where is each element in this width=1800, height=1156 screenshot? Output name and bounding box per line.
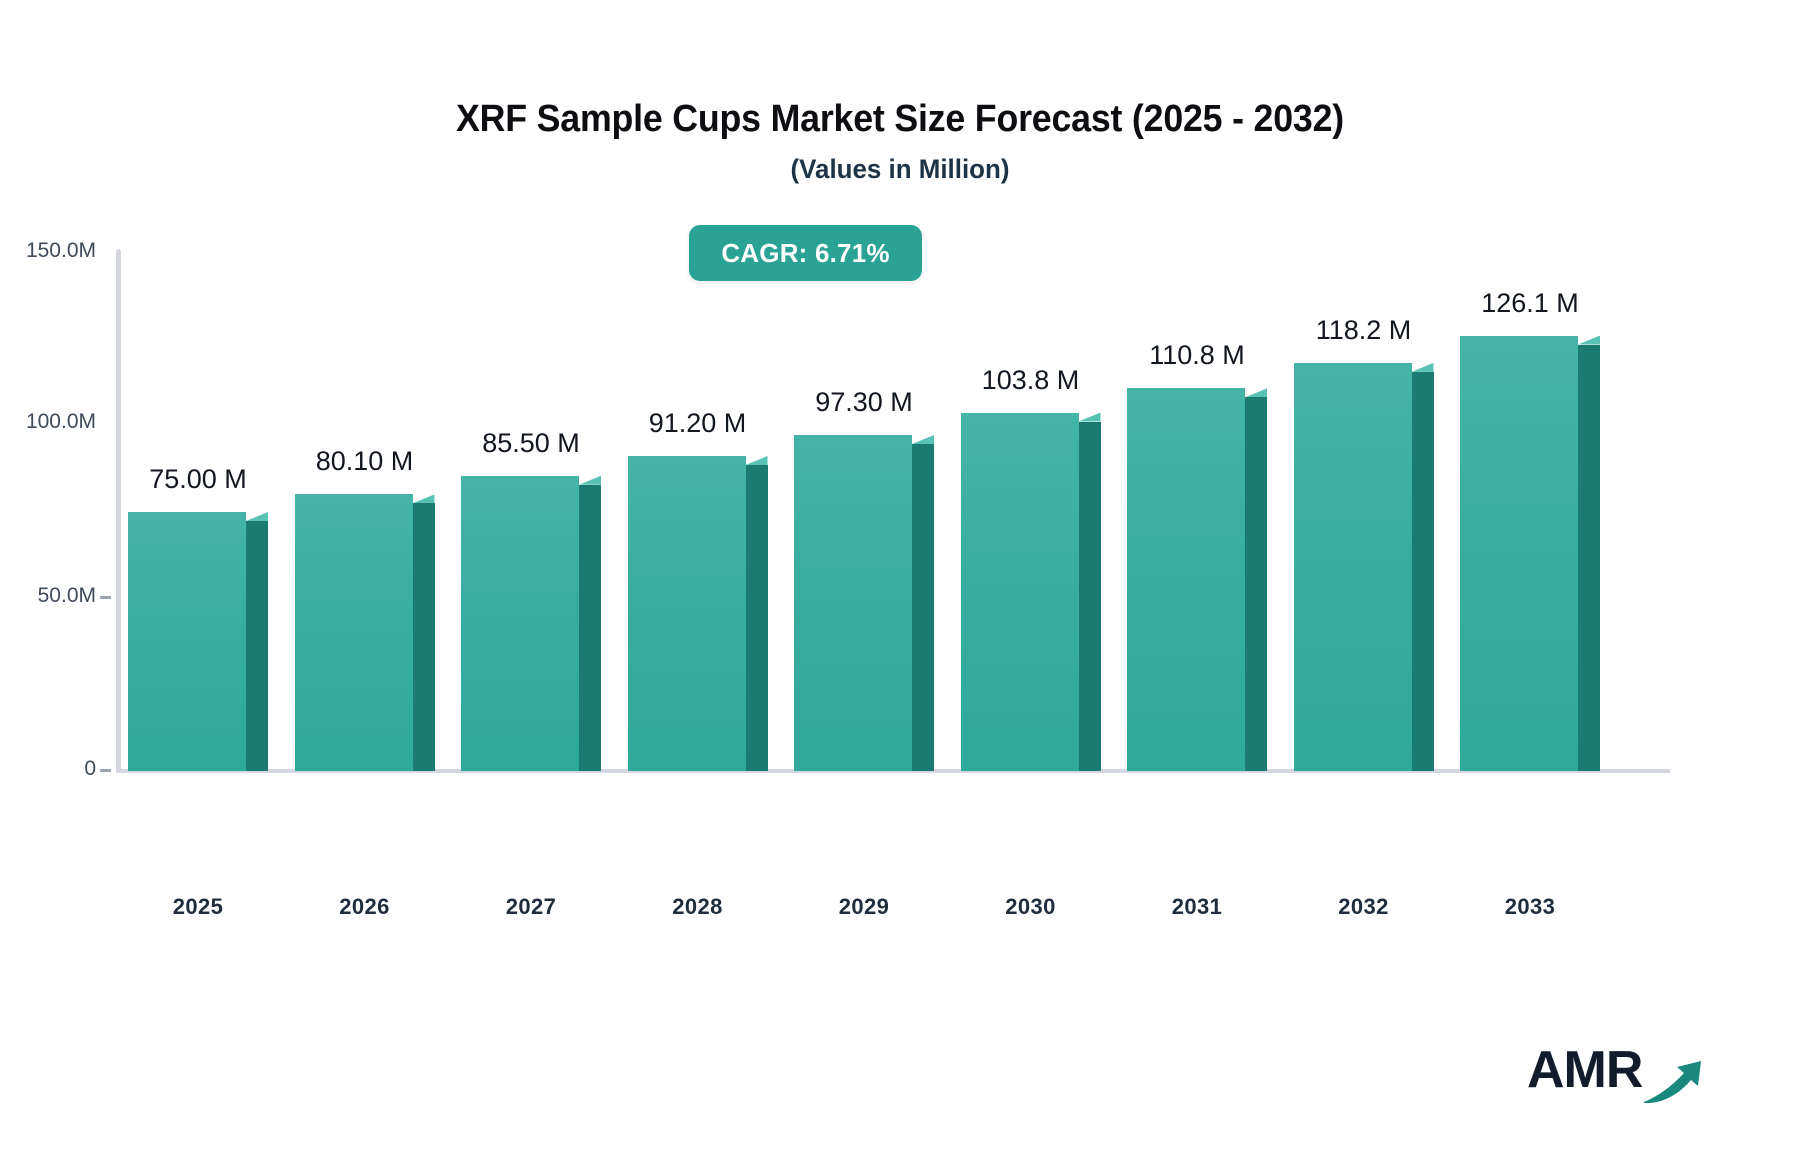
bar-2025[interactable] xyxy=(128,512,268,771)
growth-arrow-icon xyxy=(1644,1061,1701,1104)
x-axis-line xyxy=(116,769,1670,773)
bar-front-face xyxy=(461,475,579,771)
y-tick-label-0: 0 xyxy=(84,757,96,780)
bar-value-label: 118.2 M xyxy=(1315,314,1412,345)
y-tick-label-50: 50.0M xyxy=(37,584,96,607)
bar-front-face xyxy=(627,456,746,771)
bar-side-face xyxy=(579,484,601,771)
bar-2032[interactable] xyxy=(1293,362,1434,771)
bar-side-face xyxy=(1411,371,1434,771)
x-axis-label-2030: 2030 xyxy=(1005,894,1056,919)
cagr-badge-label: CAGR: 6.71% xyxy=(721,237,890,268)
bar-top-face xyxy=(1245,388,1267,398)
bar-2031[interactable] xyxy=(1127,388,1267,771)
bar-front-face xyxy=(960,412,1079,771)
x-axis-label-2031: 2031 xyxy=(1171,894,1223,919)
bar-side-face xyxy=(412,503,435,771)
bar-value-label: 85.50 M xyxy=(482,427,580,458)
bar-side-face xyxy=(246,521,268,771)
x-axis-label-2029: 2029 xyxy=(838,894,890,919)
amr-logo-text: AMR xyxy=(1527,1041,1643,1099)
bar-front-face xyxy=(128,512,246,771)
y-tick-dash-50 xyxy=(100,596,111,599)
bar-value-label: 126.1 M xyxy=(1481,287,1579,318)
bar-top-face xyxy=(412,494,435,504)
bar-side-face xyxy=(912,443,934,771)
x-axis-label-2027: 2027 xyxy=(505,894,557,919)
bar-top-face xyxy=(1078,412,1101,422)
bar-side-face xyxy=(1578,344,1600,771)
bar-value-label: 75.00 M xyxy=(149,464,247,494)
bar-front-face xyxy=(794,434,912,771)
chart-subtitle: (Values in Million) xyxy=(790,154,1010,184)
amr-logo: AMR xyxy=(1527,1036,1727,1112)
bar-side-face xyxy=(1078,421,1101,771)
bar-2026[interactable] xyxy=(294,494,435,771)
bar-top-face xyxy=(912,434,934,444)
bar-top-face xyxy=(745,456,768,466)
bar-2028[interactable] xyxy=(627,456,768,771)
bar-front-face xyxy=(294,494,413,771)
cagr-badge: CAGR: 6.71% xyxy=(689,225,922,281)
bar-value-label: 97.30 M xyxy=(815,386,913,417)
bar-value-label: 103.8 M xyxy=(981,364,1080,395)
title-block: XRF Sample Cups Market Size Forecast (20… xyxy=(0,96,1800,186)
bar-2029[interactable] xyxy=(794,434,934,771)
x-axis-label-2033: 2033 xyxy=(1504,894,1556,919)
y-axis-line xyxy=(116,249,121,772)
bar-top-face xyxy=(246,512,268,521)
y-tick-dash-0 xyxy=(100,769,111,772)
bar-2027[interactable] xyxy=(461,475,601,771)
y-tick-label-150: 150.0M xyxy=(25,239,96,262)
bar-front-face xyxy=(1127,388,1245,771)
bar-side-face xyxy=(1245,397,1267,771)
bar-value-label: 80.10 M xyxy=(315,446,414,477)
x-axis-label-2032: 2032 xyxy=(1338,894,1389,919)
y-tick-label-100: 100.0M xyxy=(25,410,96,433)
bar-top-face xyxy=(579,475,601,485)
bar-2033[interactable] xyxy=(1460,335,1600,771)
bar-top-face xyxy=(1578,335,1600,345)
bar-value-label: 110.8 M xyxy=(1149,340,1245,371)
bar-top-face xyxy=(1411,362,1434,372)
page-title: XRF Sample Cups Market Size Forecast (20… xyxy=(456,98,1344,140)
bar-front-face xyxy=(1460,335,1578,771)
bar-2030[interactable] xyxy=(960,412,1101,771)
x-axis-label-2028: 2028 xyxy=(672,894,723,919)
x-axis-label-2025: 2025 xyxy=(172,894,224,919)
bar-value-label: 91.20 M xyxy=(648,408,747,439)
bar-front-face xyxy=(1293,362,1412,771)
x-axis-label-2026: 2026 xyxy=(339,894,390,919)
bar-side-face xyxy=(745,465,768,771)
